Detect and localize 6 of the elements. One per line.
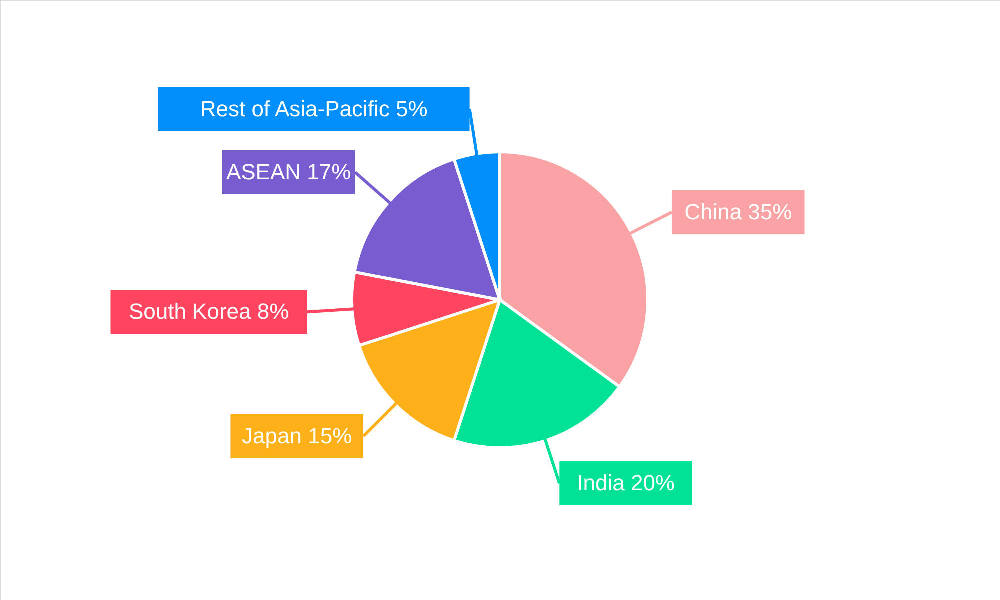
slice-label: Japan 15% [242, 423, 352, 448]
slice-label: India 20% [577, 470, 675, 496]
slice-label: South Korea 8% [128, 299, 290, 324]
slice-label: China 35% [684, 199, 792, 224]
slice-label: Rest of Asia-Pacific 5% [200, 96, 428, 122]
slice-label: ASEAN 17% [226, 159, 352, 184]
